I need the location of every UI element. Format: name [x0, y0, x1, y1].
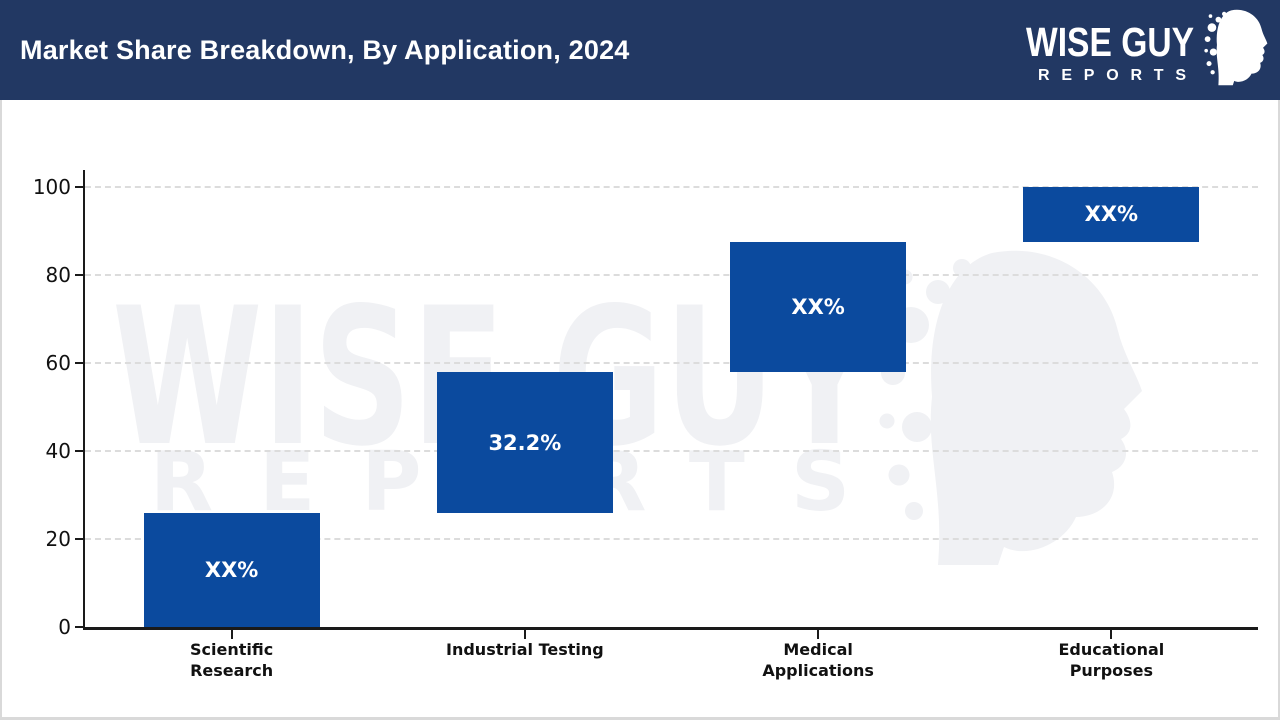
- y-tick-label-0: 0: [58, 615, 71, 639]
- bar-4: XX%: [1023, 187, 1200, 242]
- gridline-80: [85, 274, 1258, 276]
- y-tick-60: [75, 362, 83, 364]
- bar-1: XX%: [143, 513, 320, 627]
- gridline-100: [85, 186, 1258, 188]
- page-title: Market Share Breakdown, By Application, …: [20, 34, 630, 65]
- gridline-60: [85, 362, 1258, 364]
- y-axis: [83, 170, 85, 630]
- y-tick-label-60: 60: [45, 351, 71, 375]
- bar-value-label-3: XX%: [791, 294, 845, 319]
- bar-value-label-1: XX%: [204, 558, 259, 583]
- y-tick-0: [75, 626, 83, 628]
- logo-line2: REPORTS: [1038, 67, 1186, 84]
- y-tick-label-40: 40: [45, 439, 71, 463]
- x-category-label-1: Scientific Research: [190, 640, 274, 680]
- wiseguy-logo: WISE GUY REPORTS: [1026, 9, 1268, 86]
- gridline-40: [85, 450, 1258, 452]
- x-tick-4: [1110, 630, 1113, 639]
- x-category-label-4: Educational Purposes: [1058, 640, 1165, 680]
- x-tick-2: [523, 630, 526, 639]
- y-tick-40: [75, 450, 83, 452]
- bar-3: XX%: [730, 241, 907, 372]
- bar-value-label-4: XX%: [1084, 202, 1139, 227]
- bar-value-label-2: 32.2%: [488, 430, 562, 455]
- header-band: Market Share Breakdown, By Application, …: [0, 0, 1280, 100]
- x-axis: [83, 627, 1258, 630]
- bar-2: 32.2%: [436, 371, 613, 514]
- y-tick-label-100: 100: [32, 175, 71, 199]
- gridline-20: [85, 538, 1258, 540]
- x-category-label-2: Industrial Testing: [446, 640, 604, 659]
- y-tick-label-80: 80: [45, 263, 71, 287]
- y-tick-100: [75, 186, 83, 188]
- y-tick-20: [75, 538, 83, 540]
- x-tick-1: [230, 630, 233, 639]
- logo-head-icon: [1204, 9, 1268, 86]
- logo-line1: WISE GUY: [1026, 19, 1194, 65]
- x-category-label-3: Medical Applications: [762, 640, 874, 680]
- y-tick-80: [75, 274, 83, 276]
- x-tick-3: [817, 630, 820, 639]
- y-tick-label-20: 20: [45, 527, 71, 551]
